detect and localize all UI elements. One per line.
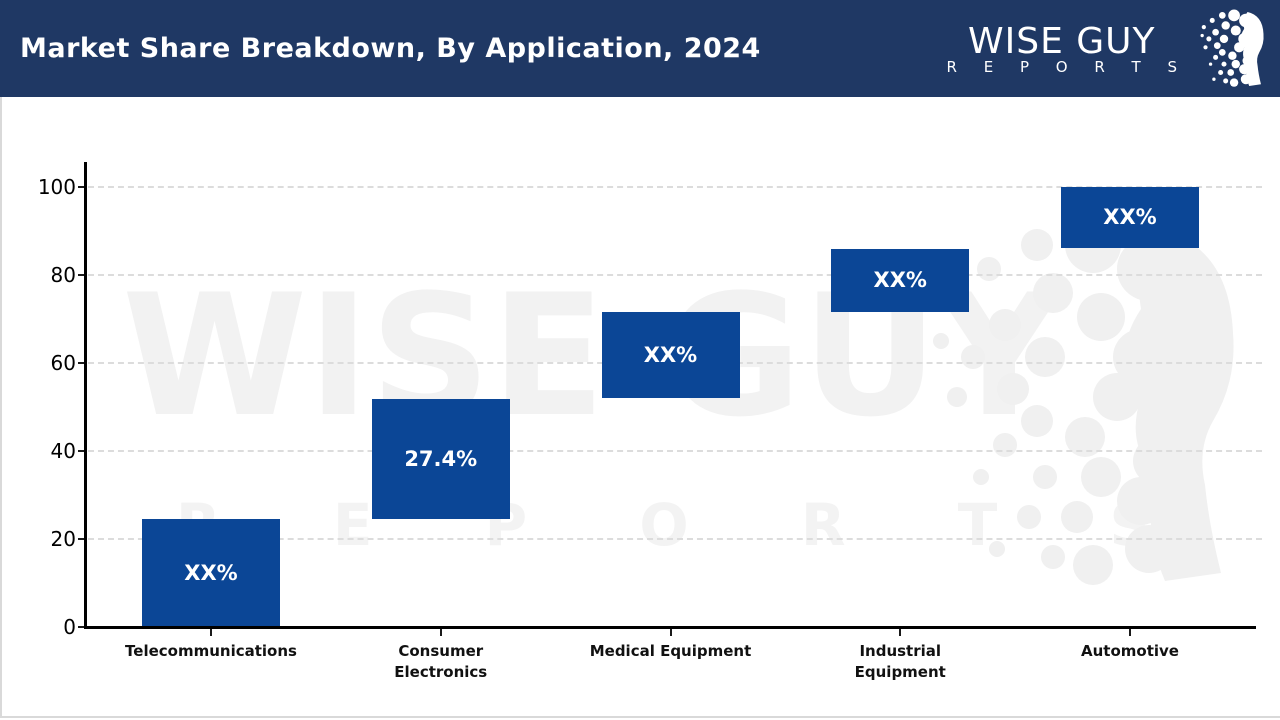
head-dot [1209,17,1215,23]
y-axis-tick-label: 100 [37,175,76,199]
frame-bottom-border [0,716,1280,718]
head-dot [989,309,1021,341]
y-axis-tickmark [78,186,86,188]
y-gridline [88,450,1262,452]
head-dot [1212,77,1216,81]
y-axis-tick-label: 20 [50,527,76,551]
x-axis-tickmark [899,628,902,636]
bar-value-label: XX% [1103,205,1157,230]
watermark-dotted-head-icon [933,217,1234,585]
logo-tagline: R E P O R T S [946,58,1188,77]
bar-value-label: XX% [184,561,238,586]
bar-value-label: 27.4% [404,446,478,471]
bar-automotive: XX% [1061,187,1199,248]
head-dot [1021,229,1053,261]
head-dot [1208,62,1213,66]
head-dot [1200,33,1204,38]
x-axis-tickmark [210,628,212,636]
y-axis-tickmark [78,274,86,276]
head-dot [977,257,1001,281]
head-dot [1206,36,1212,42]
head-dot [1223,78,1229,84]
x-axis-label-automotive: Automotive [1081,642,1179,660]
y-axis-line [84,162,87,628]
head-dot [1213,42,1221,49]
head-dot [1234,42,1245,53]
head-dot [1227,69,1235,76]
head-dot [1221,21,1230,30]
x-axis-tickmark [439,628,442,636]
head-dot [1033,273,1073,313]
wise-guy-reports-logo: WISE GUY R E P O R T S [936,6,1266,92]
y-gridline [88,538,1262,540]
y-gridline [88,186,1262,188]
logo-text: WISE GUY R E P O R T S [936,20,1188,77]
head-dot [1073,545,1113,585]
y-axis-tickmark [78,450,86,452]
head-dot [997,373,1029,405]
bar-consumer-electronics: 27.4% [371,398,510,520]
head-dot [1218,70,1224,76]
head-dot [961,345,985,369]
head-dot [1228,9,1240,22]
logo-dotted-head-icon [1200,9,1264,87]
head-dot [1231,59,1240,69]
head-dot [1033,465,1057,489]
head-dot [1041,545,1065,569]
bar-value-label: XX% [873,268,927,293]
head-dot [1218,49,1226,56]
head-dot [1025,337,1065,377]
head-dot [1218,12,1226,19]
head-dot [947,387,967,407]
head-profile-shape [1125,229,1234,581]
head-dot [1203,45,1208,50]
head-dot [1201,25,1206,30]
watermark-reports-text: R E P O R T S [176,491,1198,559]
head-dot [1077,293,1125,341]
head-dot [1230,25,1241,36]
bar-medical-equipment: XX% [601,312,740,399]
head-dot [1219,34,1229,44]
head-dot [1212,28,1219,36]
head-dot [1017,505,1041,529]
x-axis-label-medical-equipment: Medical Equipment [589,642,752,660]
x-axis-label-consumer-electronics: Consumer Electronics [394,642,488,681]
head-dot [993,433,1017,457]
head-dot [1221,61,1227,67]
head-profile-shape [1240,12,1264,86]
y-axis-tick-label: 60 [50,351,76,375]
x-axis-label-industrial-equipment: Industrial Equipment [854,642,946,681]
head-dot [1061,501,1093,533]
head-dot [1021,405,1053,437]
bar-value-label: XX% [643,343,698,368]
x-axis-tickmark [1129,628,1131,636]
y-axis-tickmark [78,626,86,628]
head-dot [1229,78,1239,87]
header-banner: Market Share Breakdown, By Application, … [0,0,1280,97]
x-axis-line [84,626,1256,629]
y-axis-tick-label: 80 [50,263,76,287]
y-axis-tick-label: 40 [50,439,76,463]
head-dot [1093,373,1141,421]
bar-telecommunications: XX% [142,519,280,627]
frame-left-border [0,97,2,718]
x-axis-label-telecommunications: Telecommunications [125,642,297,660]
head-dot [933,333,949,349]
head-dot [1065,417,1105,457]
y-axis-tickmark [78,362,86,364]
y-axis-tickmark [78,538,86,540]
head-dot [1081,457,1121,497]
head-dot [1213,54,1219,60]
y-gridline [88,274,1262,276]
y-axis-tick-label: 0 [63,615,76,639]
head-dot [989,541,1005,557]
head-dot [973,469,989,485]
logo-name: WISE GUY [968,20,1156,62]
head-dot [1228,51,1237,60]
x-axis-tickmark [669,628,672,636]
page-title: Market Share Breakdown, By Application, … [20,33,761,64]
bar-industrial-equipment: XX% [831,248,970,312]
